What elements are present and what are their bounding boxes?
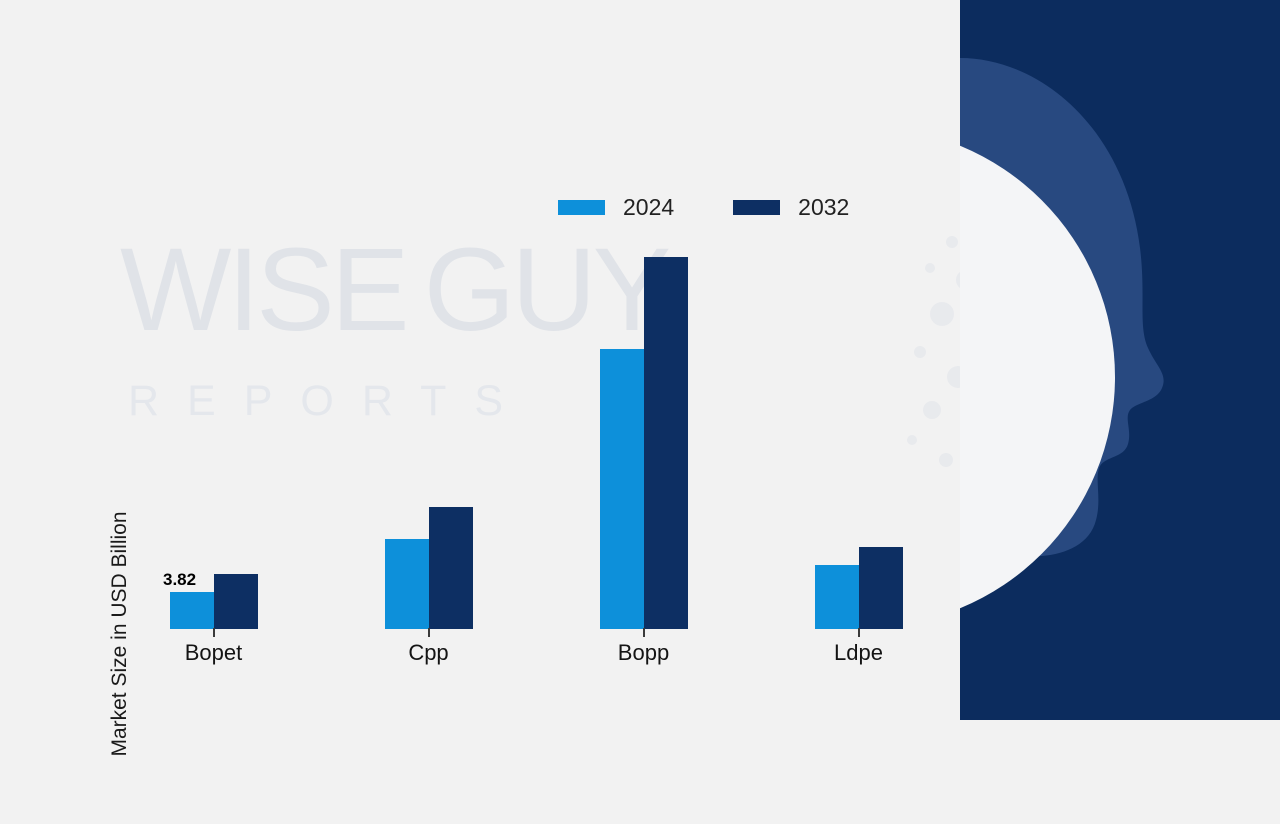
- bar-2032[interactable]: [214, 574, 258, 629]
- bar-pair: [600, 229, 688, 629]
- y-axis-label-wrapper: Market Size in USD Billion: [70, 222, 131, 756]
- legend-item-2024[interactable]: 2024: [558, 194, 674, 221]
- bar-2024[interactable]: [170, 592, 214, 629]
- legend-item-2032[interactable]: 2032: [733, 194, 849, 221]
- legend-swatch-2024-icon: [558, 199, 605, 215]
- chart-canvas: WISE GUY REPORTS Market Size in USD Billi…: [70, 0, 1280, 757]
- legend-label-2032: 2032: [798, 193, 850, 220]
- bar-2032[interactable]: [859, 547, 903, 629]
- legend-swatch-2032-icon: [733, 199, 781, 215]
- bar-2024[interactable]: [600, 349, 644, 629]
- bar-pair: [385, 229, 473, 629]
- plot-area: Market Size in USD Billion 2024 2032 Bop…: [70, 194, 903, 757]
- legend-label-2024: 2024: [623, 193, 675, 220]
- bar-data-label: 3.82: [163, 570, 197, 589]
- bar-pair: [815, 229, 903, 629]
- bar-2024[interactable]: [815, 565, 859, 629]
- x-axis-tick: [213, 628, 215, 637]
- bar-2032[interactable]: [429, 507, 473, 629]
- bar-2032[interactable]: [644, 257, 688, 629]
- x-axis-category-label: Cpp: [408, 640, 449, 665]
- bar-2024[interactable]: [385, 539, 429, 629]
- x-axis-category-label: Bopet: [184, 640, 243, 665]
- x-axis-tick: [858, 628, 860, 637]
- legend: 2024 2032: [558, 194, 849, 221]
- x-axis-category-label: Ldpe: [834, 640, 883, 665]
- x-axis-tick: [643, 628, 645, 637]
- bar-pair: [170, 229, 258, 629]
- x-axis-tick: [428, 628, 430, 637]
- x-axis-category-label: Bopp: [617, 640, 670, 665]
- y-axis-label: Market Size in USD Billion: [108, 511, 131, 757]
